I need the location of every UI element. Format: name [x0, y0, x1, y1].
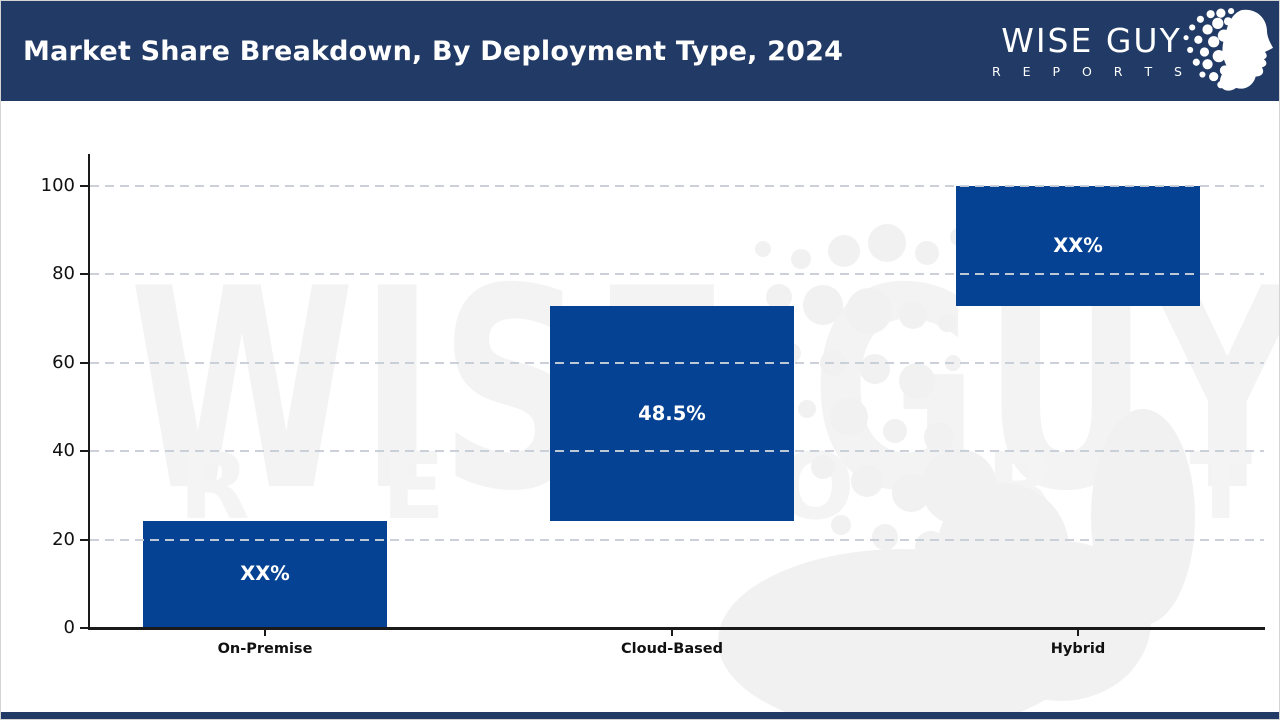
grid-line [90, 361, 1264, 364]
wiseguy-logo-text: WISE GUY R E P O R T S [992, 24, 1191, 79]
header-bar: Market Share Breakdown, By Deployment Ty… [1, 1, 1279, 101]
grid-line [90, 185, 1264, 187]
watermark-face-dots [718, 216, 1195, 715]
x-axis-tick [264, 630, 266, 636]
y-tick-label: 80 [52, 263, 75, 285]
bar-hybrid [956, 186, 1200, 307]
y-tick-label: 60 [52, 351, 75, 373]
y-tick-label: 0 [63, 617, 75, 638]
logo-subtitle: R E P O R T S [991, 63, 1191, 79]
grid-line [90, 273, 1264, 276]
grid-line [90, 450, 1264, 453]
plot-area: 0 20 40 60 80 100 XX% On-Premise 48.5% Cloud-Base… [1, 101, 1279, 715]
x-axis [88, 627, 1265, 630]
bar-value-label: XX% [240, 562, 290, 586]
grid-line [90, 538, 1264, 541]
chart-canvas: WISE GUY R E P O R T S [1, 101, 1279, 715]
y-tick-label: 20 [52, 528, 75, 550]
footer-accent-bar [1, 712, 1279, 719]
page-title: Market Share Breakdown, By Deployment Ty… [23, 35, 844, 67]
y-axis-tick [80, 450, 88, 453]
x-category-label: Hybrid [1050, 641, 1106, 657]
wiseguy-logo: WISE GUY R E P O R T S [992, 7, 1275, 95]
y-axis-tick [80, 627, 88, 629]
x-axis-tick [671, 630, 673, 636]
y-axis [88, 154, 90, 630]
y-axis-tick [80, 361, 88, 364]
wiseguy-face-logo-icon [1183, 8, 1274, 91]
x-category-label: On-Premise [217, 641, 313, 657]
logo-wordmark: WISE GUY [1001, 20, 1182, 60]
bar-value-label: 48.5% [638, 401, 706, 425]
bar-cloud-based [550, 306, 794, 521]
y-axis-tick [80, 185, 88, 187]
y-tick-label: 100 [40, 175, 75, 196]
bar-value-label: XX% [1053, 234, 1103, 258]
y-axis-tick [80, 273, 88, 276]
x-axis-tick [1077, 630, 1079, 636]
y-axis-tick [80, 538, 88, 541]
x-category-label: Cloud-Based [621, 641, 723, 657]
y-tick-label: 40 [52, 440, 75, 462]
